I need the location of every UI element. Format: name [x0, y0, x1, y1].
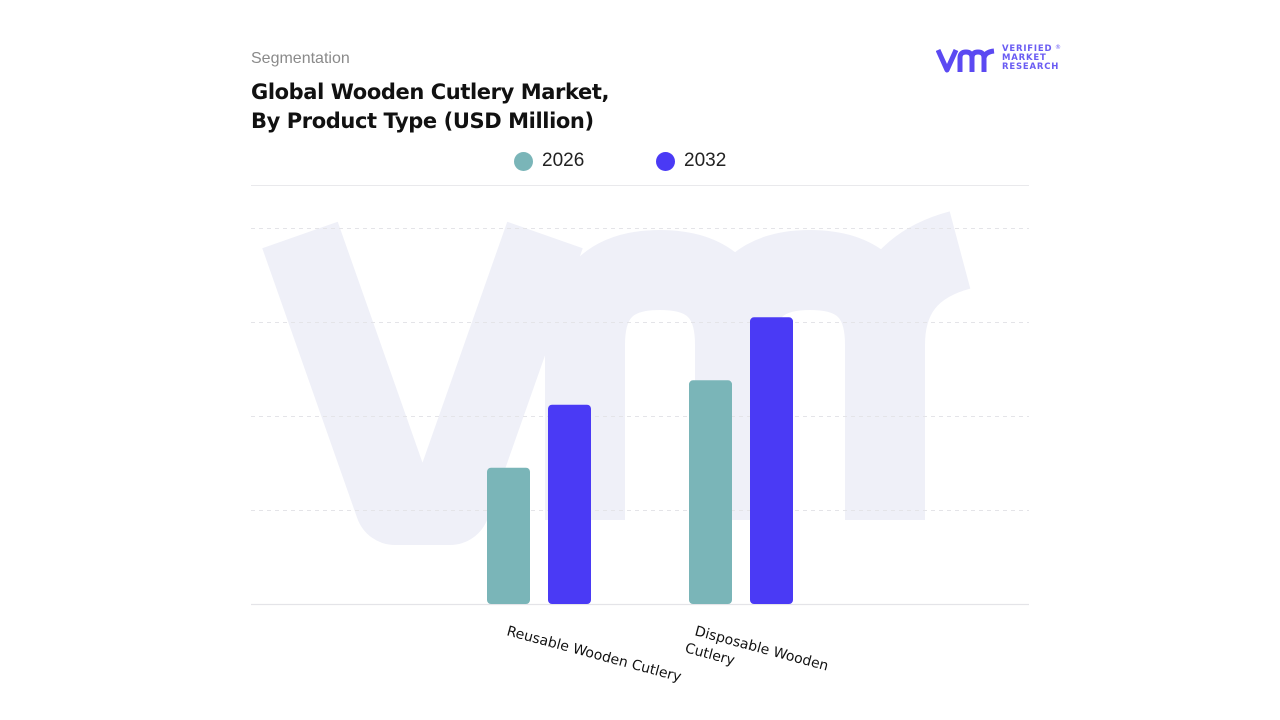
bar-2026-1: [689, 380, 732, 604]
legend-item-2026: 2026: [514, 148, 584, 174]
chart-title-line-2: By Product Type (USD Million): [251, 109, 594, 133]
brand-line-2: MARKET: [1002, 53, 1047, 63]
x-tick-label: Reusable Wooden Cutlery: [505, 623, 683, 685]
bar-2026-0: [487, 467, 530, 604]
legend-swatch-2032: [656, 151, 675, 171]
brand-line-1: VERIFIED: [1002, 44, 1053, 54]
brand-registered-mark: ®: [1055, 44, 1061, 51]
brand-logo: VERIFIED MARKET RESEARCH ®: [936, 44, 1066, 76]
legend-label-2026: 2026: [542, 150, 585, 171]
chart-legend: 2026 2032: [0, 148, 1280, 174]
brand-line-3: RESEARCH: [1002, 62, 1060, 72]
brand-text: VERIFIED MARKET RESEARCH: [1002, 45, 1059, 72]
x-tick-label-line: Reusable Wooden Cutlery: [505, 623, 683, 685]
legend-swatch-2026: [514, 151, 533, 171]
chart-title-line-1: Global Wooden Cutlery Market,: [251, 80, 610, 104]
bar-2032-0: [548, 404, 591, 604]
legend-label-2032: 2032: [684, 150, 727, 171]
legend-item-2032: 2032: [656, 148, 726, 174]
vmr-logo-icon: [936, 48, 995, 73]
x-tick-label: Disposable WoodenCutlery: [683, 622, 830, 693]
segment-label: Segmentation: [251, 50, 350, 67]
bar-2032-1: [750, 317, 793, 604]
chart-title: Global Wooden Cutlery Market, By Product…: [251, 78, 609, 136]
